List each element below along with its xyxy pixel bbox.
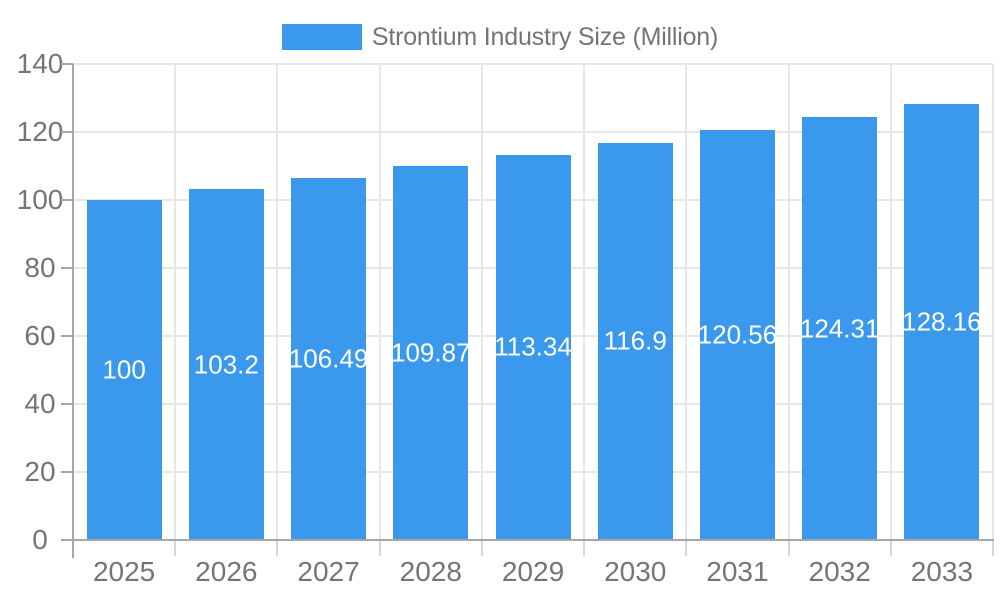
bar-2028[interactable] bbox=[393, 166, 469, 540]
y-gridline bbox=[73, 131, 993, 133]
y-axis-label: 120 bbox=[16, 116, 64, 147]
bar-value-label: 100 bbox=[102, 354, 146, 385]
bar-value-label: 109.87 bbox=[391, 337, 471, 368]
x-axis-label: 2029 bbox=[501, 556, 565, 587]
y-tick-mark bbox=[61, 335, 73, 337]
x-gridline bbox=[174, 64, 177, 540]
y-axis-label: 40 bbox=[24, 388, 56, 419]
bar-value-label: 113.34 bbox=[494, 331, 572, 362]
x-tick-mark bbox=[992, 540, 994, 556]
bar-value-label: 106.49 bbox=[288, 343, 369, 374]
y-gridline bbox=[73, 63, 993, 65]
y-axis-label: 20 bbox=[24, 456, 56, 487]
legend[interactable]: Strontium Industry Size (Million) bbox=[0, 22, 1000, 52]
bar-2033[interactable] bbox=[904, 104, 980, 540]
x-gridline bbox=[583, 64, 586, 540]
bar-2030[interactable] bbox=[597, 142, 673, 540]
x-axis-label: 2028 bbox=[399, 556, 462, 587]
x-gridline bbox=[992, 64, 994, 540]
bar-value-label: 116.9 bbox=[603, 325, 667, 356]
x-axis-label: 2030 bbox=[604, 556, 667, 587]
x-axis-label: 2031 bbox=[706, 556, 769, 587]
x-axis-label: 2026 bbox=[195, 556, 258, 587]
bar-2026[interactable] bbox=[188, 189, 264, 540]
x-axis-label: 2032 bbox=[808, 556, 871, 587]
x-gridline bbox=[378, 64, 381, 540]
x-tick-mark bbox=[583, 540, 586, 556]
x-tick-mark bbox=[480, 540, 483, 556]
x-gridline bbox=[276, 64, 279, 540]
bar-2031[interactable] bbox=[699, 130, 775, 540]
legend-label: Strontium Industry Size (Million) bbox=[371, 22, 719, 51]
x-tick-mark bbox=[276, 540, 279, 556]
bar-value-label: 124.31 bbox=[799, 313, 880, 344]
x-axis-label: 2033 bbox=[910, 556, 974, 587]
y-axis-label: 80 bbox=[24, 252, 56, 283]
bar-value-label: 103.2 bbox=[193, 349, 259, 380]
x-tick-mark bbox=[889, 540, 892, 556]
x-gridline bbox=[685, 64, 688, 540]
y-axis-line bbox=[72, 64, 74, 558]
y-tick-mark bbox=[61, 267, 73, 269]
x-tick-mark bbox=[174, 540, 177, 556]
y-axis-label: 140 bbox=[16, 48, 64, 79]
bar-value-label: 120.56 bbox=[697, 319, 778, 350]
y-axis-label: 100 bbox=[16, 184, 64, 215]
y-tick-mark bbox=[61, 63, 73, 65]
bar-value-label: 128.16 bbox=[902, 306, 982, 337]
x-gridline bbox=[480, 64, 483, 540]
y-tick-mark bbox=[61, 471, 73, 473]
y-tick-mark bbox=[61, 539, 73, 541]
x-tick-mark bbox=[378, 540, 381, 556]
bar-2032[interactable] bbox=[802, 117, 878, 540]
legend-swatch-icon bbox=[281, 24, 362, 50]
y-axis-label: 0 bbox=[32, 524, 48, 555]
x-gridline bbox=[889, 64, 892, 540]
y-tick-mark bbox=[61, 131, 73, 133]
x-gridline bbox=[787, 64, 790, 540]
y-axis-label: 60 bbox=[24, 320, 56, 351]
bar-2025[interactable] bbox=[86, 200, 162, 540]
bar-2029[interactable] bbox=[495, 154, 571, 540]
bar-2027[interactable] bbox=[291, 177, 367, 540]
y-tick-mark bbox=[61, 403, 73, 405]
x-axis-label: 2025 bbox=[92, 556, 156, 587]
x-tick-mark bbox=[787, 540, 790, 556]
y-tick-mark bbox=[61, 199, 73, 201]
x-axis-line bbox=[72, 539, 994, 541]
x-axis-label: 2027 bbox=[297, 556, 360, 587]
x-tick-mark bbox=[685, 540, 688, 556]
